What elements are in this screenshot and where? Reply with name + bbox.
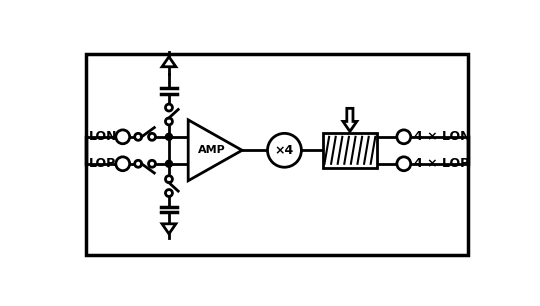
Text: AMP: AMP	[198, 145, 226, 155]
Circle shape	[116, 130, 130, 144]
Circle shape	[397, 130, 411, 144]
Circle shape	[165, 118, 172, 125]
Circle shape	[148, 160, 156, 167]
Circle shape	[165, 133, 172, 140]
Circle shape	[165, 160, 172, 167]
Circle shape	[134, 133, 141, 140]
Text: LOP: LOP	[89, 157, 116, 170]
Circle shape	[148, 133, 156, 140]
Circle shape	[165, 104, 172, 111]
Text: 4 × LON: 4 × LON	[414, 130, 470, 143]
Circle shape	[267, 133, 301, 167]
Circle shape	[165, 176, 172, 183]
Polygon shape	[162, 224, 176, 234]
Bar	[86, 54, 468, 256]
Polygon shape	[188, 120, 242, 181]
Polygon shape	[162, 57, 176, 67]
Circle shape	[165, 189, 172, 196]
Polygon shape	[343, 108, 357, 132]
Circle shape	[134, 160, 141, 167]
Text: ×4: ×4	[275, 144, 294, 157]
Bar	[323, 133, 377, 168]
Circle shape	[397, 157, 411, 171]
Text: LON: LON	[89, 130, 117, 143]
Circle shape	[116, 157, 130, 171]
Text: 4 × LOP: 4 × LOP	[414, 157, 469, 170]
